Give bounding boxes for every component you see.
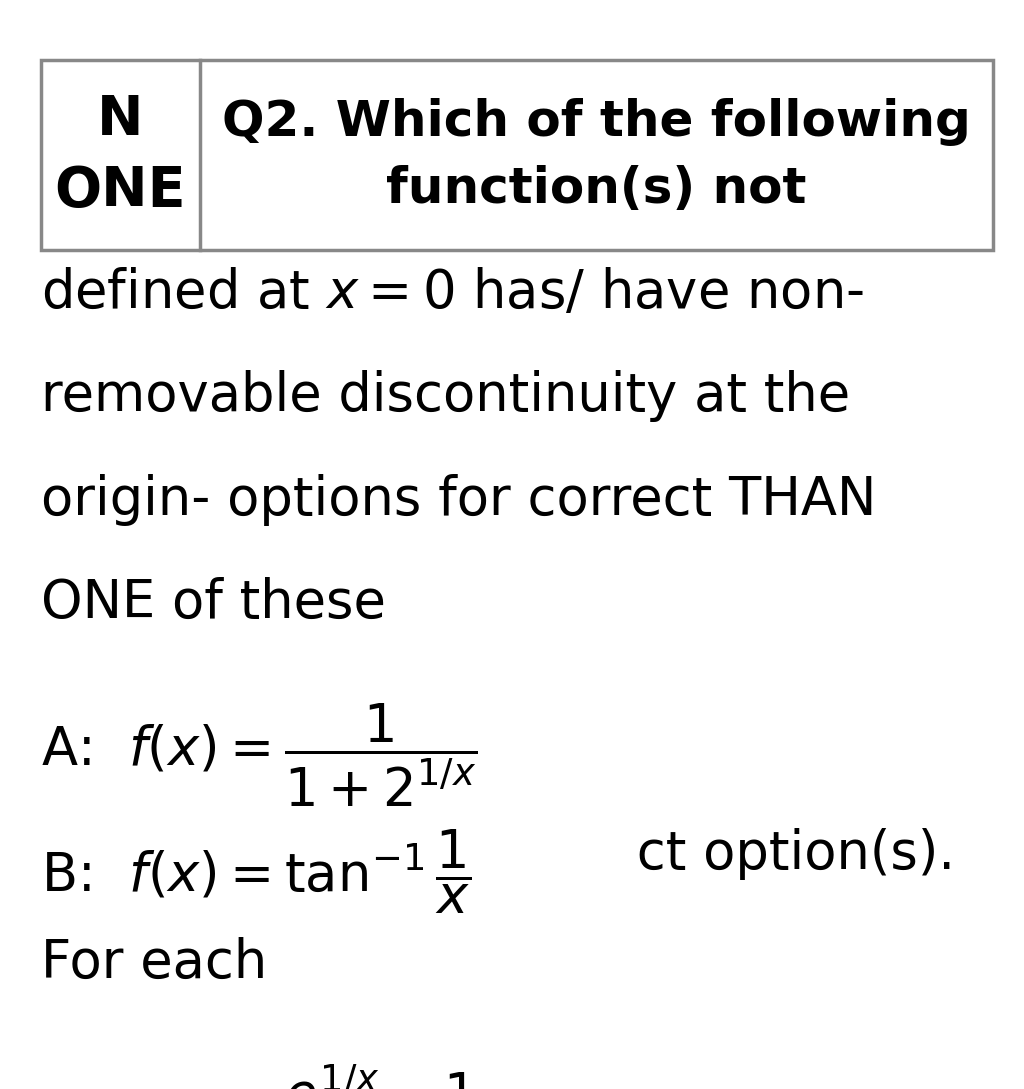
Text: Q2. Which of the following
function(s) not: Q2. Which of the following function(s) n… [222,98,971,212]
Text: defined at $x = 0$ has/ have non-: defined at $x = 0$ has/ have non- [41,267,864,319]
Text: B:  $f(x) = \tan^{-1} \dfrac{1}{x}$: B: $f(x) = \tan^{-1} \dfrac{1}{x}$ [41,828,471,916]
Text: A:  $f(x) = \dfrac{1}{1+2^{1/x}}$: A: $f(x) = \dfrac{1}{1+2^{1/x}}$ [41,702,477,809]
Text: ct option(s).: ct option(s). [620,828,954,880]
Text: removable discontinuity at the: removable discontinuity at the [41,370,850,423]
Bar [41,60,993,250]
Text: For each: For each [41,937,267,989]
Text: C:  $f(x) = \dfrac{e^{1/x}-1}{e^{1/x}+1}$: C: $f(x) = \dfrac{e^{1/x}-1}{e^{1/x}+1}$ [41,1062,479,1089]
Text: N
ONE: N ONE [54,93,186,218]
Text: ONE of these: ONE of these [41,577,386,629]
Text: origin- options for correct THAN: origin- options for correct THAN [41,474,877,526]
